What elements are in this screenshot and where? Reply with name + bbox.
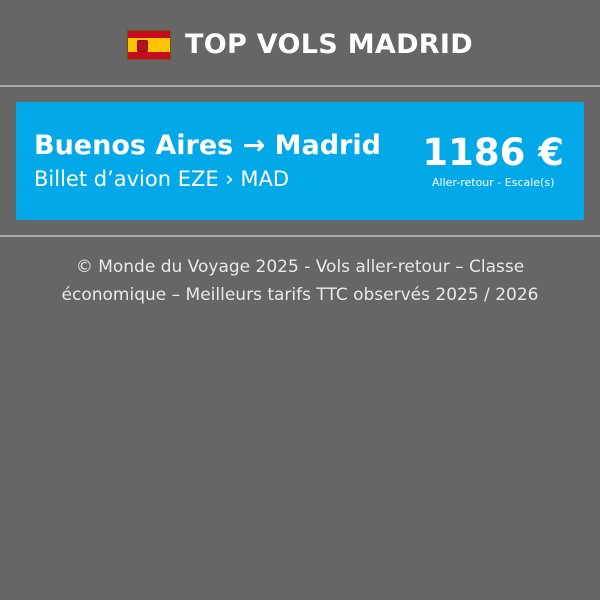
- price-block: 1186 € Aller-retour - Escale(s): [422, 134, 564, 188]
- route-title: Buenos Aires → Madrid: [34, 130, 381, 162]
- price-value: 1186 €: [422, 131, 564, 174]
- spain-flag-icon: [127, 29, 172, 60]
- divider-bottom: [0, 235, 600, 237]
- route-subtitle: Billet d’avion EZE › MAD: [34, 166, 290, 191]
- flag-stripe-bottom: [128, 51, 171, 59]
- page-header: TOP VOLS MADRID: [0, 0, 600, 85]
- flight-offer-card[interactable]: Buenos Aires → Madrid Billet d’avion EZE…: [16, 102, 584, 220]
- flag-stripe-top: [128, 30, 171, 38]
- footer-line-2: économique – Meilleurs tarifs TTC observ…: [61, 285, 539, 306]
- flag-crest-icon: [137, 40, 149, 53]
- footer-line-1: © Monde du Voyage 2025 - Vols aller-reto…: [75, 257, 525, 277]
- card-band: Buenos Aires → Madrid Billet d’avion EZE…: [0, 87, 600, 235]
- price-note: Aller-retour - Escale(s): [432, 176, 555, 189]
- route-block: Buenos Aires → Madrid Billet d’avion EZE…: [34, 130, 381, 191]
- divider-top: [0, 85, 600, 87]
- page-footer: © Monde du Voyage 2025 - Vols aller-reto…: [0, 237, 600, 309]
- page-title: TOP VOLS MADRID: [185, 29, 473, 60]
